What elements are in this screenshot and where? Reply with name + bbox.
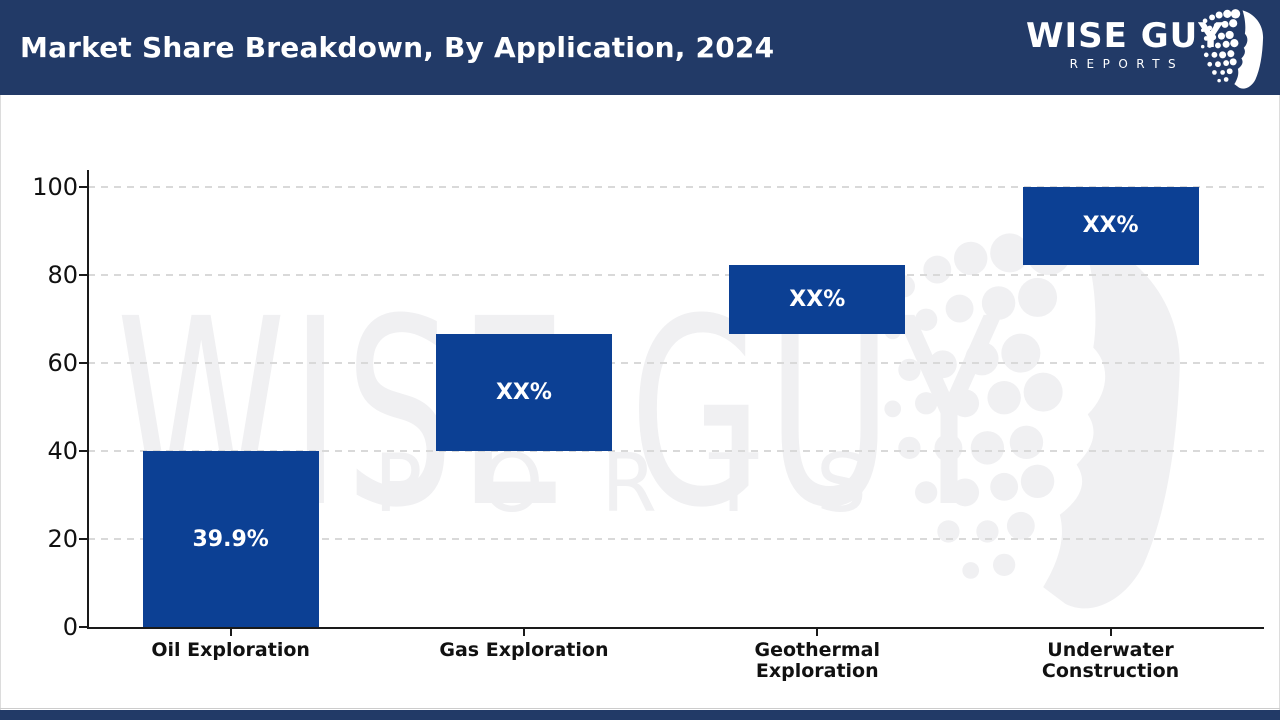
y-axis-tick bbox=[79, 186, 87, 188]
bar-value-label: XX% bbox=[789, 286, 846, 312]
header-bar: Market Share Breakdown, By Application, … bbox=[0, 0, 1280, 95]
x-axis-line bbox=[87, 627, 1264, 629]
y-tick-label: 40 bbox=[47, 437, 78, 465]
footer-hairline bbox=[0, 708, 1280, 709]
x-axis-tick bbox=[816, 629, 819, 636]
x-category-label: Underwater Construction bbox=[1041, 639, 1180, 682]
footer-bar bbox=[0, 710, 1280, 720]
bar: XX% bbox=[729, 264, 906, 334]
y-tick-label: 100 bbox=[32, 173, 78, 201]
bar-value-label: 39.9% bbox=[192, 526, 269, 552]
brand-logo: WISE GUY REPORTS bbox=[1026, 8, 1266, 90]
y-axis-tick bbox=[79, 274, 87, 276]
x-category-label: Geothermal Exploration bbox=[754, 639, 881, 682]
chart-title: Market Share Breakdown, By Application, … bbox=[20, 31, 775, 64]
grid-line bbox=[88, 274, 1264, 276]
y-axis-tick bbox=[79, 538, 87, 540]
y-axis-tick bbox=[79, 450, 87, 452]
y-tick-label: 20 bbox=[47, 525, 78, 553]
brand-name: WISE GUY bbox=[1026, 16, 1224, 56]
y-axis-line bbox=[87, 170, 89, 629]
bar: XX% bbox=[435, 333, 612, 452]
bar-value-label: XX% bbox=[1082, 213, 1139, 239]
y-tick-label: 60 bbox=[47, 349, 78, 377]
x-category-label: Oil Exploration bbox=[151, 639, 310, 661]
x-axis-tick bbox=[522, 629, 525, 636]
y-axis-tick bbox=[79, 626, 87, 628]
bar: 39.9% bbox=[142, 451, 319, 627]
grid-line bbox=[88, 186, 1264, 188]
grid-line bbox=[88, 538, 1264, 540]
y-tick-label: 0 bbox=[62, 613, 78, 641]
brand-logo-text: WISE GUY REPORTS bbox=[1026, 18, 1224, 71]
x-category-label: Gas Exploration bbox=[439, 639, 609, 661]
x-axis-tick bbox=[229, 629, 232, 636]
bar: XX% bbox=[1022, 187, 1199, 265]
y-axis-tick bbox=[79, 362, 87, 364]
brand-subtitle: REPORTS bbox=[1069, 57, 1185, 71]
grid-line bbox=[88, 362, 1264, 364]
x-axis-tick bbox=[1109, 629, 1112, 636]
grid-line bbox=[88, 450, 1264, 452]
bar-value-label: XX% bbox=[495, 380, 552, 406]
left-edge-line bbox=[0, 95, 1, 710]
y-tick-label: 80 bbox=[47, 261, 78, 289]
